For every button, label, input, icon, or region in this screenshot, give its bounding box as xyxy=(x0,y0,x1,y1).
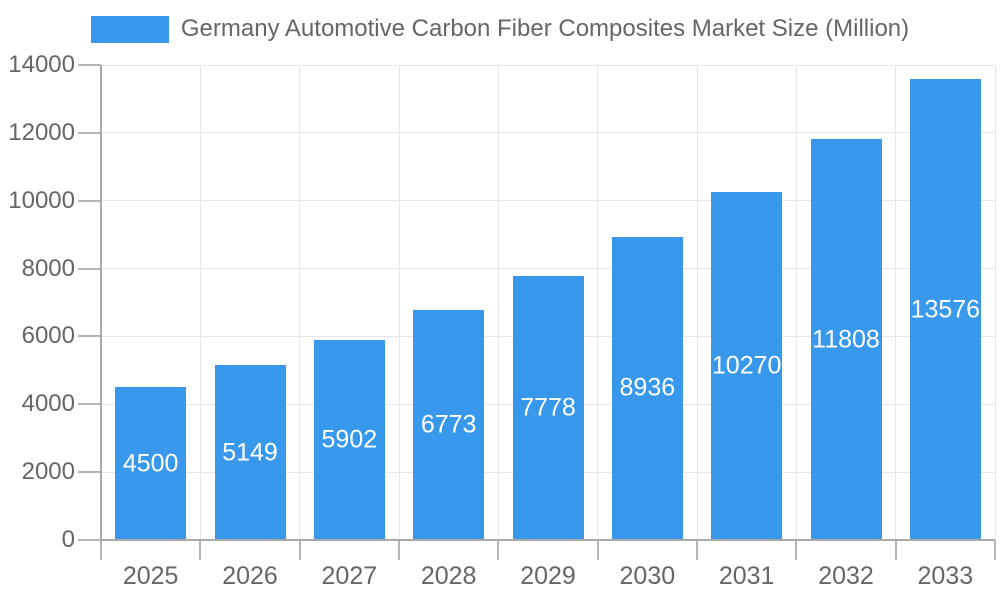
bar-value-label: 13576 xyxy=(910,295,981,324)
x-tick-mark xyxy=(497,540,500,560)
v-gridline xyxy=(696,65,698,540)
v-gridline xyxy=(895,65,897,540)
bar-value-label: 10270 xyxy=(711,351,782,380)
y-tick-mark xyxy=(78,335,101,338)
bar-value-label: 5149 xyxy=(222,438,278,467)
chart-legend-item[interactable]: Germany Automotive Carbon Fiber Composit… xyxy=(0,15,1000,43)
y-axis-tick-label: 6000 xyxy=(21,322,75,350)
x-axis-line xyxy=(100,539,995,541)
bar-2032[interactable]: 11808 xyxy=(810,139,882,540)
v-gridline xyxy=(597,65,599,540)
x-axis-tick-label: 2025 xyxy=(122,562,179,590)
bar-value-label: 8936 xyxy=(619,373,676,402)
v-gridline xyxy=(199,65,201,540)
v-gridline xyxy=(398,65,400,540)
x-tick-mark xyxy=(994,540,996,560)
y-tick-mark xyxy=(78,267,101,270)
y-axis-line xyxy=(100,65,102,540)
h-gridline xyxy=(101,200,995,202)
x-tick-mark xyxy=(100,540,102,560)
h-gridline xyxy=(101,64,995,66)
bar-2031[interactable]: 10270 xyxy=(711,191,783,540)
legend-label: Germany Automotive Carbon Fiber Composit… xyxy=(180,15,910,42)
x-axis-tick-label: 2027 xyxy=(321,562,378,590)
v-gridline xyxy=(994,65,996,540)
x-axis-tick-label: 2028 xyxy=(420,562,477,590)
bar-2025[interactable]: 4500 xyxy=(115,387,187,540)
bar-2028[interactable]: 6773 xyxy=(413,310,485,540)
bar-value-label: 4500 xyxy=(122,449,179,478)
y-axis-tick-label: 0 xyxy=(61,526,75,553)
bar-2030[interactable]: 8936 xyxy=(611,236,683,540)
y-tick-mark xyxy=(78,199,101,202)
x-axis-tick-label: 2026 xyxy=(222,562,278,590)
legend-swatch xyxy=(90,15,169,43)
x-tick-mark xyxy=(894,540,897,560)
y-tick-mark xyxy=(78,64,101,66)
bar-value-label: 11808 xyxy=(812,325,880,354)
v-gridline xyxy=(795,65,797,540)
x-axis-tick-label: 2033 xyxy=(917,562,974,590)
y-tick-mark xyxy=(78,403,101,406)
y-tick-mark xyxy=(78,471,101,474)
v-gridline xyxy=(497,65,499,540)
y-tick-mark xyxy=(78,539,101,541)
bar-value-label: 7778 xyxy=(520,393,576,422)
y-axis-tick-label: 14000 xyxy=(8,51,75,78)
y-axis-tick-label: 4000 xyxy=(21,390,75,418)
bar-value-label: 6773 xyxy=(420,410,477,439)
h-gridline xyxy=(101,268,995,270)
y-axis-tick-label: 8000 xyxy=(21,254,75,282)
bar-2033[interactable]: 13576 xyxy=(909,79,981,540)
x-tick-mark xyxy=(298,540,301,560)
x-axis-tick-label: 2032 xyxy=(818,562,874,590)
x-axis-tick-label: 2029 xyxy=(520,562,576,590)
y-axis-tick-label: 2000 xyxy=(21,458,75,486)
y-axis-tick-label: 10000 xyxy=(8,186,75,214)
x-tick-mark xyxy=(596,540,599,560)
x-tick-mark xyxy=(199,540,202,560)
x-tick-mark xyxy=(696,540,698,560)
bar-2026[interactable]: 5149 xyxy=(214,365,286,540)
h-gridline xyxy=(101,132,995,134)
x-axis-tick-label: 2030 xyxy=(619,562,676,590)
y-tick-mark xyxy=(78,131,101,134)
bar-value-label: 5902 xyxy=(321,425,378,454)
x-tick-mark xyxy=(795,540,798,560)
v-gridline xyxy=(299,65,301,540)
x-axis-tick-label: 2031 xyxy=(718,562,775,590)
x-tick-mark xyxy=(398,540,400,560)
bar-2027[interactable]: 5902 xyxy=(313,339,385,540)
y-axis-tick-label: 12000 xyxy=(8,118,75,146)
bar-2029[interactable]: 7778 xyxy=(512,276,584,540)
